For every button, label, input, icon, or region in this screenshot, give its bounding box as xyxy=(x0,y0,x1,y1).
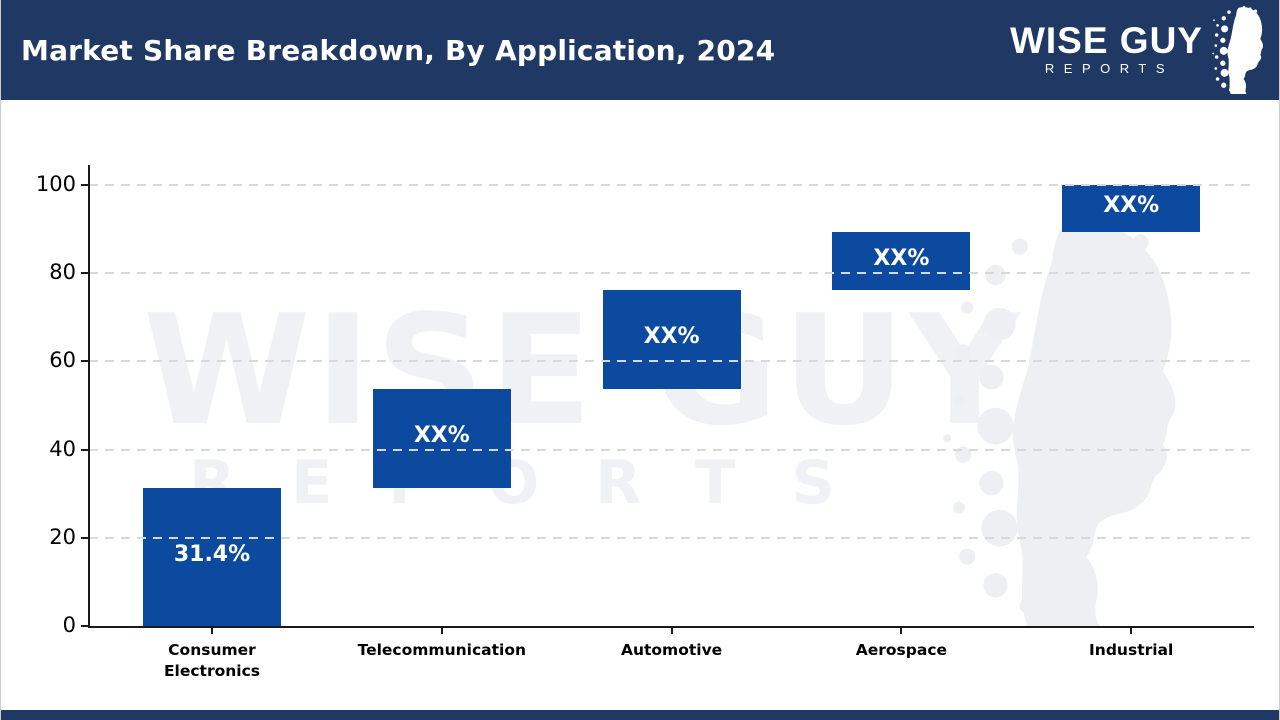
page-title: Market Share Breakdown, By Application, … xyxy=(21,33,776,67)
y-axis-tick xyxy=(81,536,89,539)
logo-subtitle: REPORTS xyxy=(1044,61,1175,76)
bar-value-label: XX% xyxy=(873,245,930,271)
wiseguy-head-icon xyxy=(1212,6,1264,94)
category-label: Aerospace xyxy=(855,641,948,659)
bar-industrial xyxy=(1062,185,1201,232)
bar-value-label: 31.4% xyxy=(173,541,251,567)
x-axis-tick xyxy=(440,626,443,634)
y-tick-label: 100 xyxy=(35,172,76,196)
watermark-head-icon xyxy=(943,218,1176,626)
bar-consumer-electronics xyxy=(143,487,281,626)
x-axis-tick xyxy=(670,626,673,634)
x-axis-tick xyxy=(211,626,213,634)
category-label: Consumer Electronics xyxy=(163,641,261,680)
y-axis-tick xyxy=(81,272,89,275)
y-tick-label: 40 xyxy=(49,436,76,461)
bar-value-label: XX% xyxy=(413,423,470,449)
y-axis-tick xyxy=(81,448,89,451)
gridline-60 xyxy=(89,360,1254,363)
watermark-wordmark: WISE GUY xyxy=(143,282,1024,459)
category-label: Telecommunication xyxy=(357,641,527,659)
bar-value-label: XX% xyxy=(1103,193,1160,219)
y-tick-label: 80 xyxy=(49,260,76,285)
watermark-subtitle: REPORTS xyxy=(189,448,891,518)
category-label: Industrial xyxy=(1089,641,1174,659)
gridline-40 xyxy=(89,448,1254,451)
logo-text: WISE GUY REPORTS xyxy=(1009,20,1203,77)
wiseguy-logo: WISE GUY REPORTS xyxy=(1004,4,1269,96)
gridline-80 xyxy=(89,272,1254,275)
y-axis-tick xyxy=(81,184,89,186)
footer-bar xyxy=(1,710,1279,720)
y-axis-tick xyxy=(81,360,89,363)
y-tick-label: 60 xyxy=(49,348,76,373)
bar-automotive xyxy=(602,289,741,389)
x-axis-tick xyxy=(1130,626,1133,634)
bar-aerospace xyxy=(832,231,971,290)
gridline-100 xyxy=(89,184,1254,186)
y-tick-label: 0 xyxy=(62,613,76,637)
y-axis-spine xyxy=(88,165,90,628)
bar-telecommunication xyxy=(372,388,511,488)
x-axis-tick xyxy=(900,626,903,634)
category-label: Automotive xyxy=(620,641,723,659)
header: Market Share Breakdown, By Application, … xyxy=(1,0,1279,100)
gridline-20 xyxy=(89,536,1254,539)
chart-area: WISE GUY REPORTS 31.4% Consumer Electroni… xyxy=(1,100,1279,711)
y-tick-label: 20 xyxy=(49,524,76,549)
logo-wordmark: WISE GUY xyxy=(1009,20,1203,61)
y-axis-tick xyxy=(81,625,89,627)
x-axis-spine xyxy=(88,626,1254,628)
bar-value-label: XX% xyxy=(643,324,700,350)
